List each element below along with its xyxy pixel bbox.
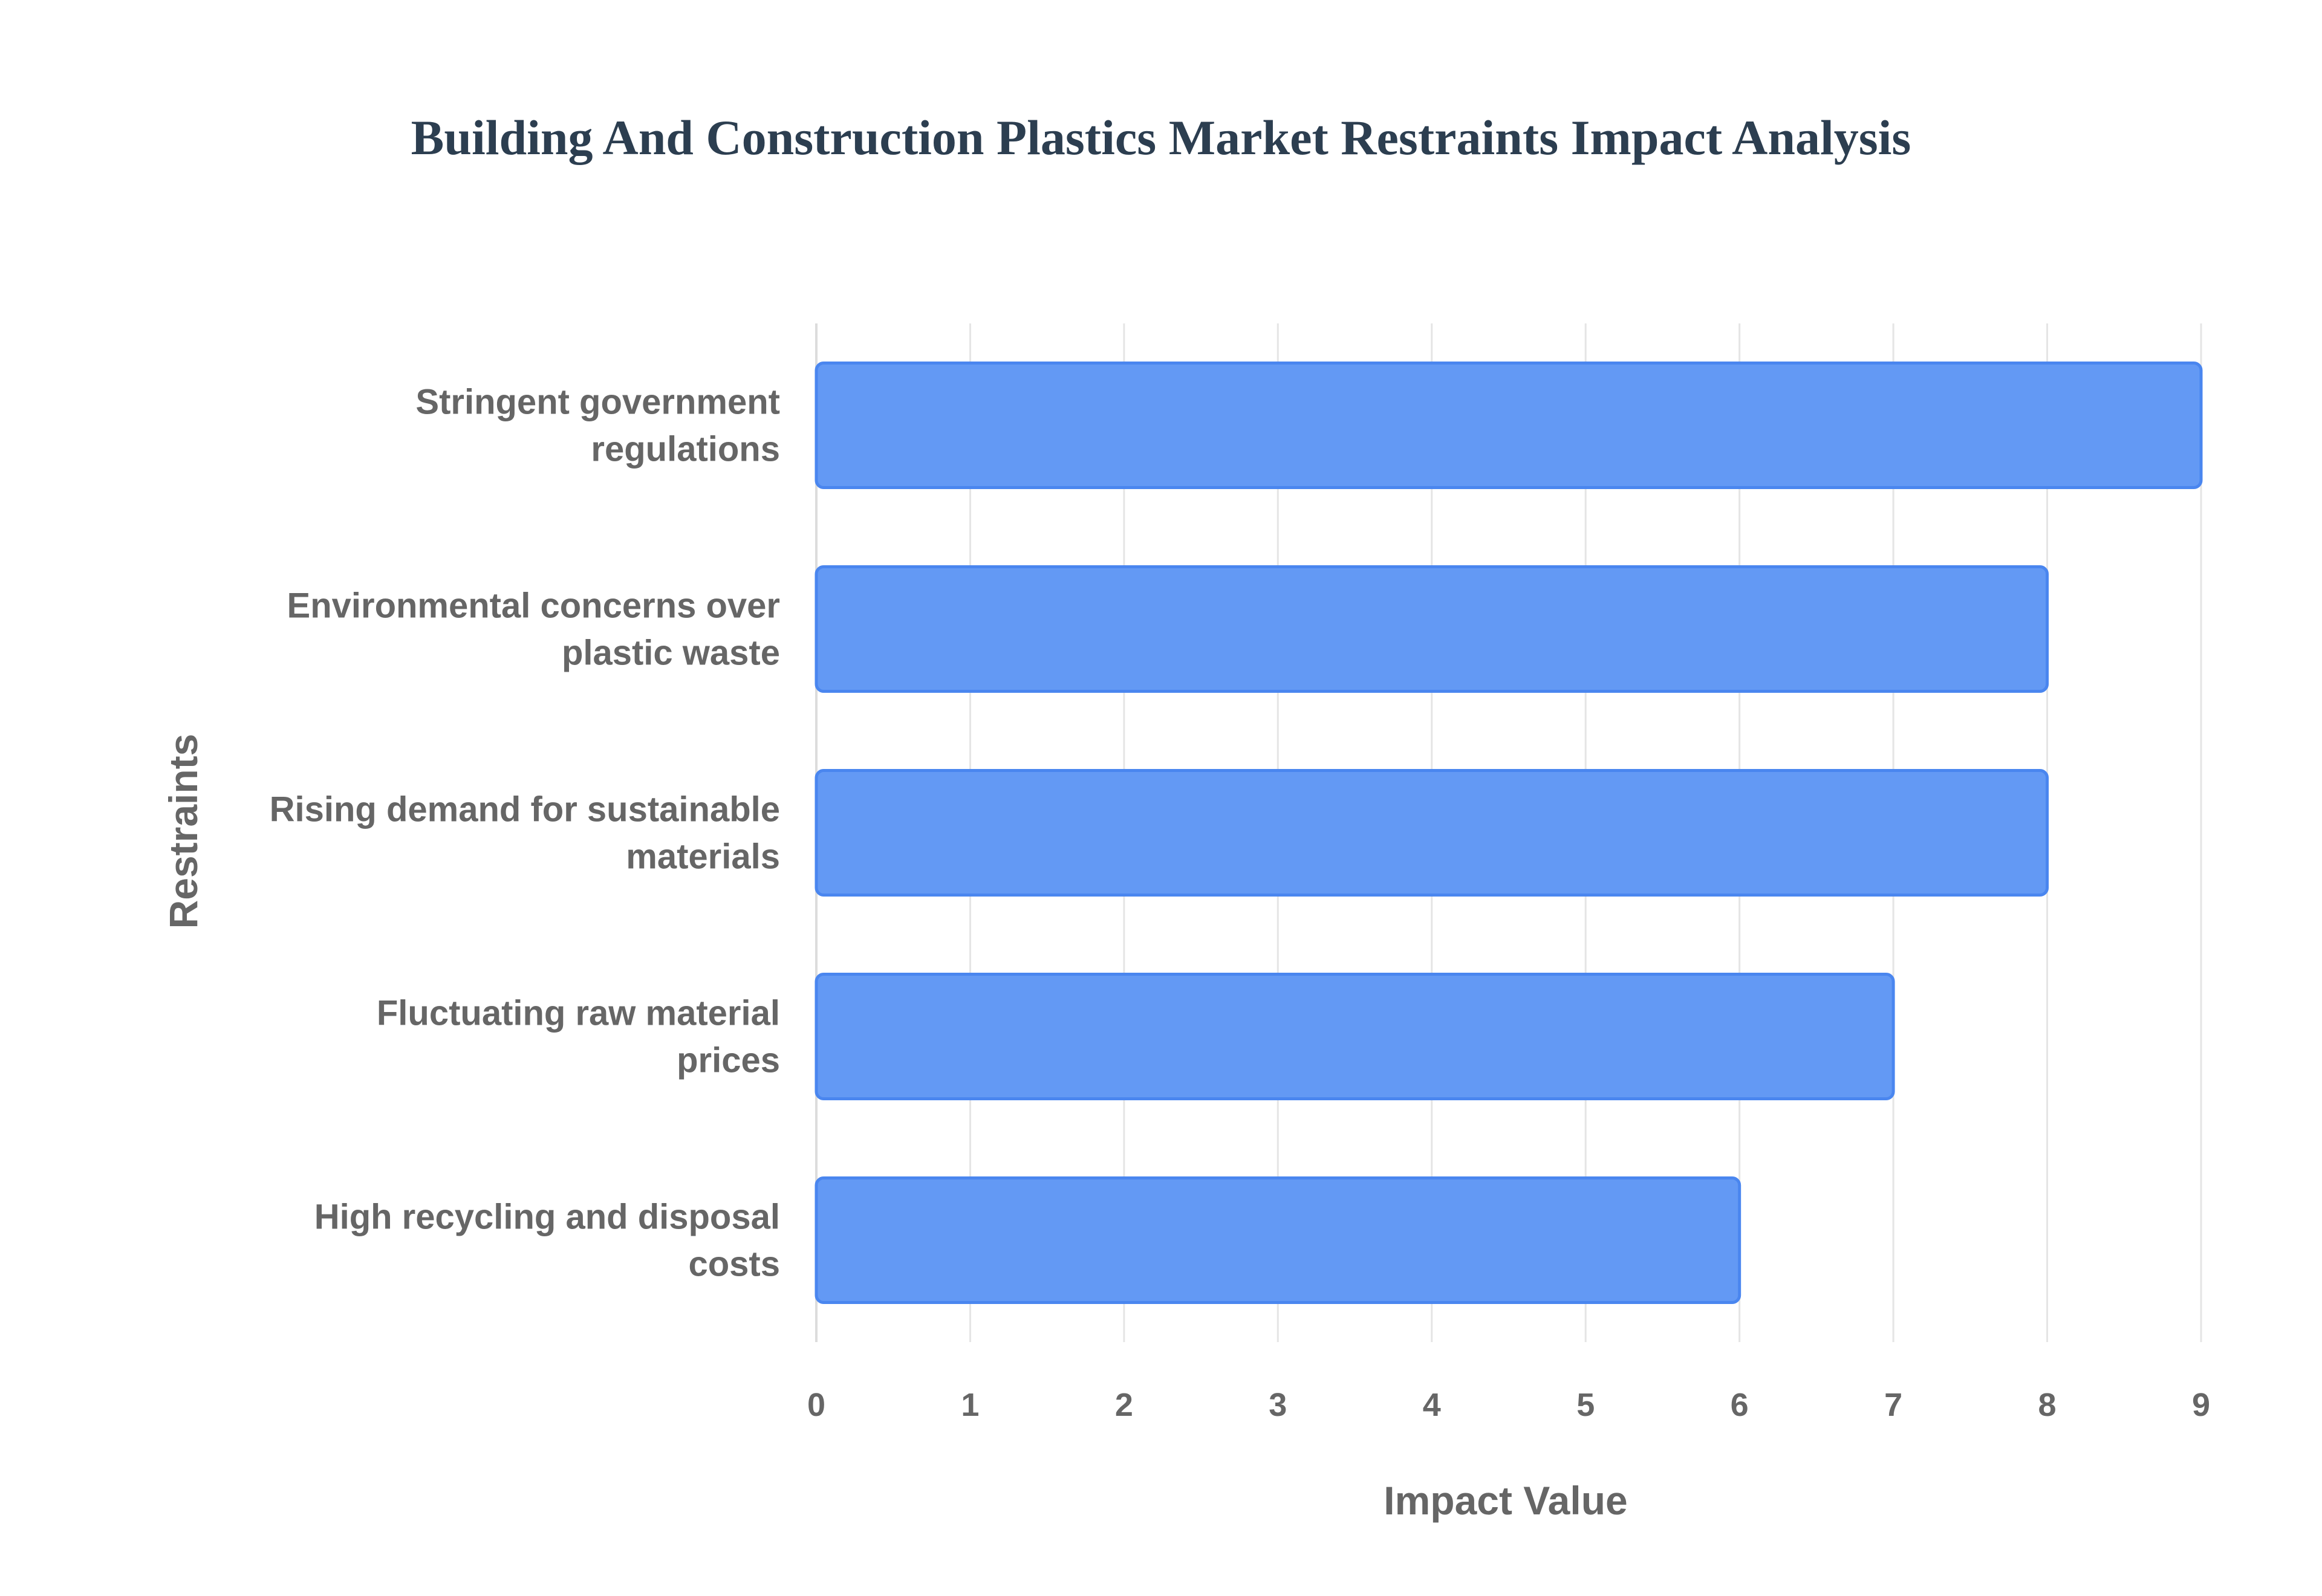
x-tick-label: 2 xyxy=(1115,1387,1133,1423)
y-category-label-line: regulations xyxy=(591,430,780,469)
x-tick-label: 0 xyxy=(807,1387,825,1423)
chart-title: Building And Construction Plastics Marke… xyxy=(411,110,1911,165)
y-category-label: Environmental concerns over plastic waste xyxy=(287,586,780,673)
x-tick-label: 4 xyxy=(1423,1387,1441,1423)
bar xyxy=(815,1176,1742,1304)
x-tick-label: 6 xyxy=(1731,1387,1749,1423)
y-category-label: Rising demand for sustainable materials xyxy=(270,790,780,877)
bars xyxy=(815,362,2203,1304)
y-category-label: Stringent government regulations xyxy=(415,383,780,469)
y-category-label-line: costs xyxy=(688,1245,780,1284)
bar xyxy=(815,362,2203,489)
x-tick-label: 7 xyxy=(1884,1387,1902,1423)
y-axis-title: Restraints xyxy=(161,734,206,929)
y-category-label-line: plastic waste xyxy=(562,634,780,673)
y-category-label-line: Rising demand for sustainable xyxy=(270,790,780,829)
y-category-label-line: materials xyxy=(626,837,780,877)
y-category-label-line: High recycling and disposal xyxy=(314,1198,780,1237)
y-category-label-line: Stringent government xyxy=(415,383,780,422)
x-axis-tick-labels: 0 1 2 3 4 5 6 7 8 9 xyxy=(807,1387,2210,1423)
y-category-label-line: Fluctuating raw material xyxy=(377,994,780,1033)
x-tick-label: 9 xyxy=(2192,1387,2210,1423)
x-tick-label: 3 xyxy=(1269,1387,1287,1423)
bar xyxy=(815,769,2049,897)
x-axis-title: Impact Value xyxy=(1384,1478,1628,1523)
bar xyxy=(815,973,1895,1100)
y-category-label: High recycling and disposal costs xyxy=(314,1198,780,1284)
x-tick-label: 1 xyxy=(961,1387,979,1423)
y-category-label: Fluctuating raw material prices xyxy=(377,994,780,1080)
x-tick-label: 5 xyxy=(1576,1387,1595,1423)
y-axis-category-labels: Stringent government regulations Environme… xyxy=(270,383,780,1284)
y-category-label-line: Environmental concerns over xyxy=(287,586,780,626)
y-category-label-line: prices xyxy=(677,1041,780,1080)
x-tick-label: 8 xyxy=(2038,1387,2057,1423)
bar xyxy=(815,565,2049,693)
